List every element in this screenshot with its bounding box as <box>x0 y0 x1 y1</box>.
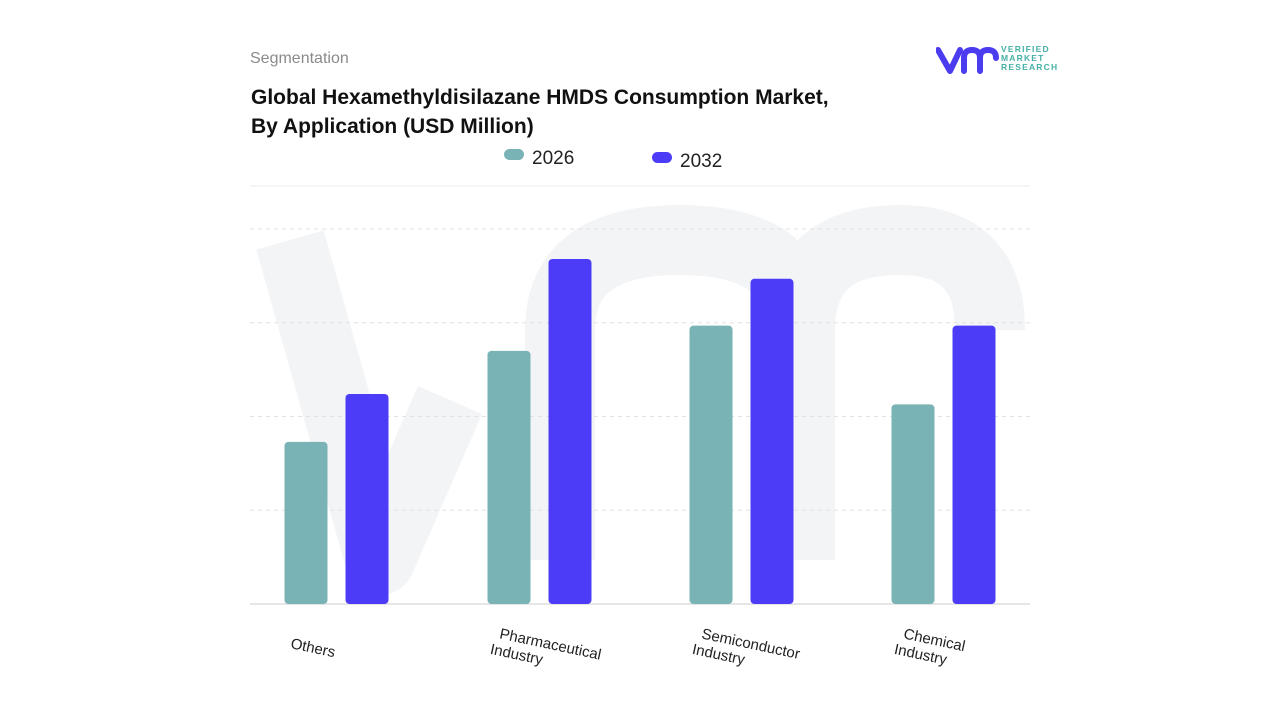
title-line-1: Global Hexamethyldisilazane HMDS Consump… <box>251 86 829 109</box>
bar-2032-chemical-industry <box>952 325 996 604</box>
watermark-logo-icon <box>256 205 1025 595</box>
bar-2032-semiconductor-industry <box>750 278 794 604</box>
legend-item-2032: 2032 <box>652 151 722 173</box>
bar-2026-semiconductor-industry <box>689 325 733 604</box>
x-tick-label: PharmaceuticalIndustry <box>489 624 603 680</box>
chart-title: Global Hexamethyldisilazane HMDS Consump… <box>251 83 951 141</box>
bar-2032-pharmaceutical-industry <box>548 259 592 604</box>
bar-2026-pharmaceutical-industry <box>487 350 531 604</box>
x-tick-label: Others <box>289 635 337 661</box>
logo-text: VERIFIED MARKET RESEARCH <box>1001 44 1059 72</box>
bar-2026-chemical-industry <box>891 404 935 604</box>
title-line-2: By Application (USD Million) <box>251 115 534 138</box>
legend-swatch-2032 <box>652 152 672 163</box>
legend-swatch-2026 <box>504 149 524 160</box>
legend-item-2026: 2026 <box>504 148 574 170</box>
x-tick-label: ChemicalIndustry <box>893 624 967 672</box>
bar-2026-others <box>284 441 328 604</box>
x-tick-label: SemiconductorIndustry <box>691 624 802 679</box>
bar-2032-others <box>345 394 389 604</box>
vmr-logo-icon <box>936 47 999 74</box>
section-label: Segmentation <box>250 50 349 67</box>
